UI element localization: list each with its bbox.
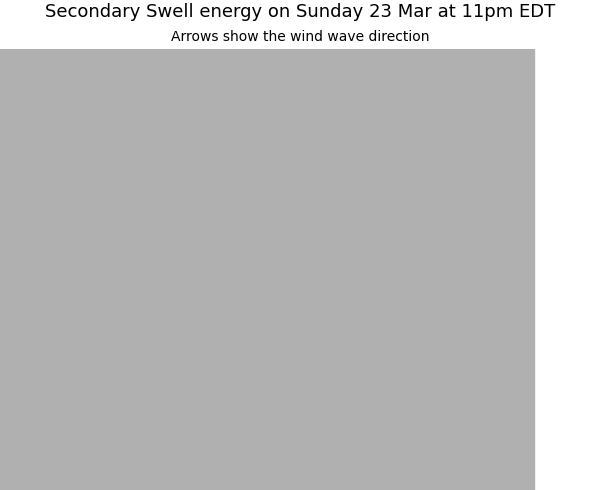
Bar	[0, 49, 534, 490]
Text: Arrows show the wind wave direction: Arrows show the wind wave direction	[171, 30, 430, 44]
Text: Secondary Swell energy on Sunday 23 Mar at 11pm EDT: Secondary Swell energy on Sunday 23 Mar …	[45, 3, 556, 21]
